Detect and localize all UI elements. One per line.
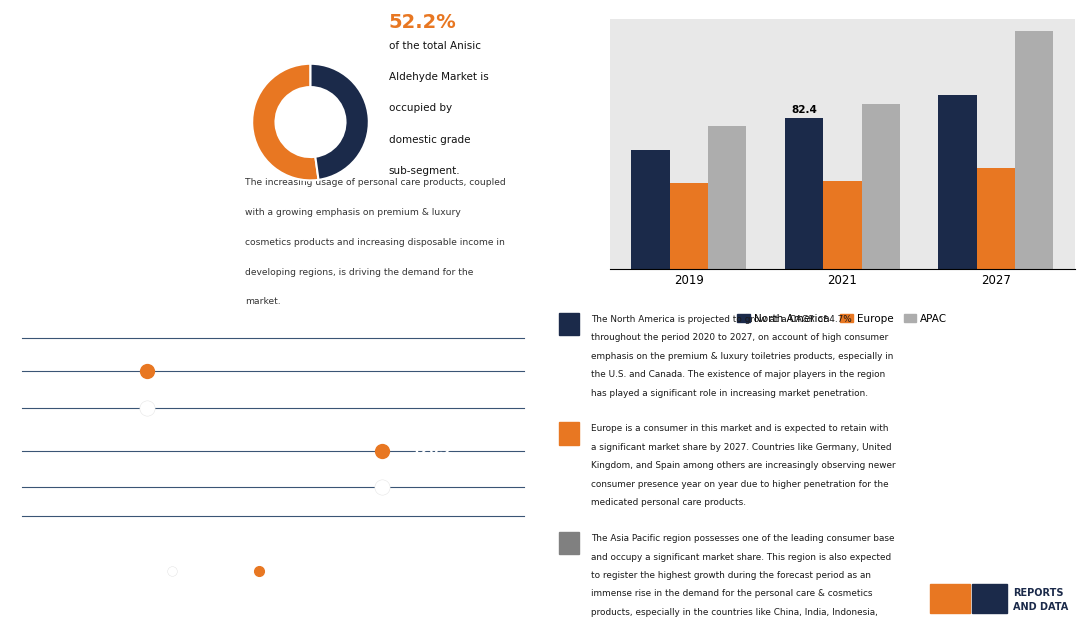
Text: REPORTS: REPORTS	[1013, 588, 1064, 598]
Bar	[56, 219, 86, 291]
Text: D: D	[982, 590, 997, 608]
Bar	[632, 150, 670, 269]
Bar	[976, 168, 1015, 269]
Legend: North America, Europe, APAC: North America, Europe, APAC	[733, 309, 951, 328]
Text: The increasing usage of personal care products, coupled: The increasing usage of personal care pr…	[245, 178, 505, 187]
Text: domestic grade: domestic grade	[389, 135, 470, 145]
Text: occupied by: occupied by	[389, 103, 451, 113]
Text: emphasis on the premium & luxury toiletries products, especially in: emphasis on the premium & luxury toiletr…	[591, 352, 893, 361]
Bar	[670, 183, 708, 269]
Bar	[862, 104, 900, 269]
Bar	[93, 194, 123, 291]
Text: the market will: the market will	[18, 33, 97, 43]
Text: The North America is projected to grow at a CAGR of 4.7%: The North America is projected to grow a…	[591, 315, 852, 324]
Text: The powder formation is a convenient way to formulate the final products especia: The powder formation is a convenient way…	[41, 590, 402, 599]
Text: developing regions, is driving the demand for the: developing regions, is driving the deman…	[245, 268, 473, 277]
Text: of the total Anisic: of the total Anisic	[389, 41, 481, 51]
Bar	[972, 583, 1007, 613]
Text: R: R	[944, 590, 957, 608]
Text: AND DATA: AND DATA	[1013, 602, 1068, 612]
Text: 82.4: 82.4	[791, 105, 816, 115]
Bar	[930, 583, 971, 613]
Text: and occupy a significant market share. This region is also expected: and occupy a significant market share. T…	[591, 553, 891, 562]
Bar	[785, 118, 823, 269]
Text: at a CAGR of: at a CAGR of	[18, 80, 85, 90]
Bar	[939, 95, 976, 269]
Text: ’2027: ’2027	[272, 567, 305, 576]
Text: significant market share in 2019. The liquid however, has a higher market share : significant market share in 2019. The li…	[41, 625, 404, 626]
Text: market.: market.	[245, 297, 281, 306]
Bar	[130, 153, 160, 291]
Text: the paste, powdery or creamy end-use products. The powder sub-segment holds: the paste, powdery or creamy end-use pro…	[41, 607, 374, 617]
Bar	[1015, 31, 1053, 269]
Bar	[18, 244, 49, 291]
Text: ACCELERATE: ACCELERATE	[12, 56, 125, 71]
Bar	[558, 423, 579, 445]
Text: 2020-2027,: 2020-2027,	[18, 14, 79, 24]
Text: The Asia Pacific region possesses one of the leading consumer base: The Asia Pacific region possesses one of…	[591, 534, 894, 543]
Text: consumer presence year on year due to higher penetration for the: consumer presence year on year due to hi…	[591, 480, 889, 489]
Text: immense rise in the demand for the personal care & cosmetics: immense rise in the demand for the perso…	[591, 590, 873, 598]
Text: the U.S. and Canada. The existence of major players in the region: the U.S. and Canada. The existence of ma…	[591, 371, 886, 379]
Text: •: •	[22, 588, 30, 603]
Text: products, especially in the countries like China, India, Indonesia,: products, especially in the countries li…	[591, 608, 878, 617]
Text: cosmetics products and increasing disposable income in: cosmetics products and increasing dispos…	[245, 238, 504, 247]
Text: throughout the period 2020 to 2027, on account of high consumer: throughout the period 2020 to 2027, on a…	[591, 334, 888, 342]
Bar	[558, 532, 579, 555]
Text: has played a significant role in increasing market penetration.: has played a significant role in increas…	[591, 389, 868, 398]
Text: medicated personal care products.: medicated personal care products.	[591, 498, 746, 507]
Text: a significant market share by 2027. Countries like Germany, United: a significant market share by 2027. Coun…	[591, 443, 891, 452]
Wedge shape	[253, 64, 319, 180]
Text: Liquid: Liquid	[130, 550, 165, 562]
Text: ’2019: ’2019	[186, 567, 217, 576]
Text: 120.2: 120.2	[411, 444, 454, 457]
Text: Europe is a consumer in this market and is expected to retain with: Europe is a consumer in this market and …	[591, 424, 889, 433]
Wedge shape	[311, 64, 368, 180]
Text: Kingdom, and Spain among others are increasingly observing newer: Kingdom, and Spain among others are incr…	[591, 461, 895, 470]
Text: Powder: Powder	[361, 550, 403, 562]
Text: sub-segment.: sub-segment.	[389, 166, 460, 176]
Bar	[558, 313, 579, 336]
Bar	[708, 126, 746, 269]
Text: 4.2%: 4.2%	[14, 103, 76, 123]
Text: with a growing emphasis on premium & luxury: with a growing emphasis on premium & lux…	[245, 208, 460, 217]
Text: to register the highest growth during the forecast period as an: to register the highest growth during th…	[591, 571, 870, 580]
Text: 52.2%: 52.2%	[389, 13, 457, 31]
Bar	[823, 181, 862, 269]
Text: Aldehyde Market is: Aldehyde Market is	[389, 72, 488, 82]
